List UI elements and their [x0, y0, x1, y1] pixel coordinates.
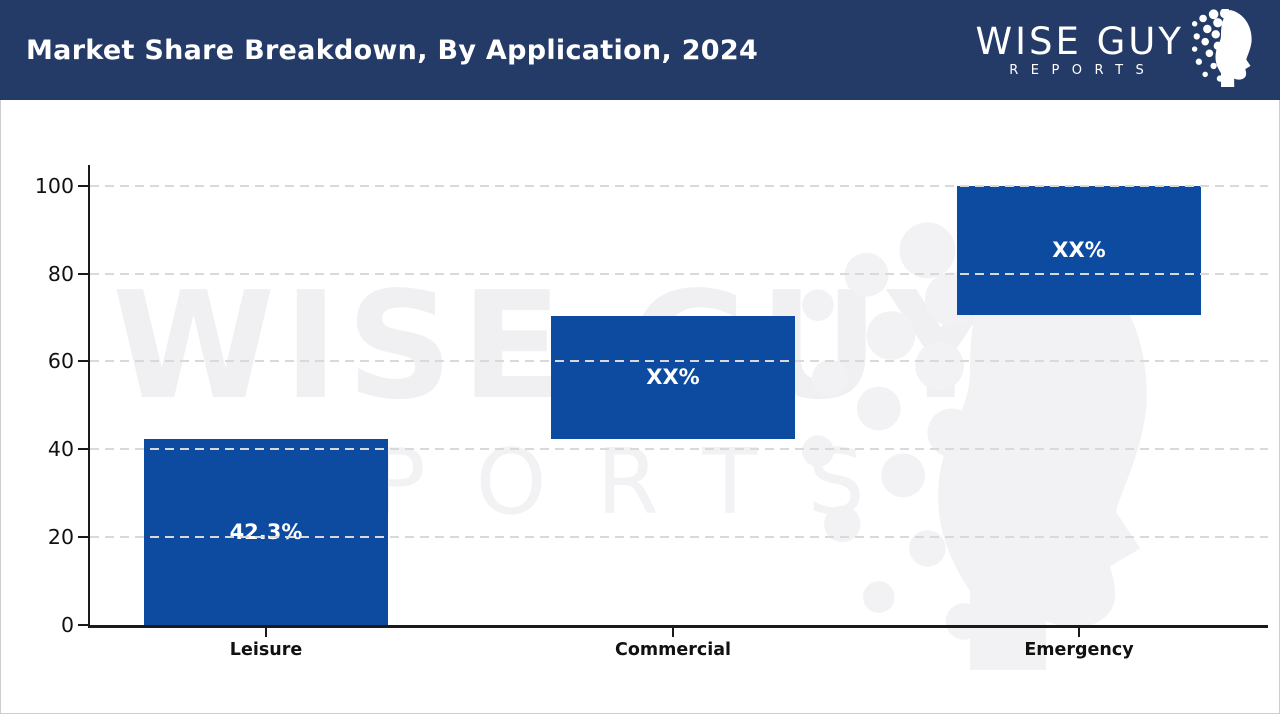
- x-category-label-commercial: Commercial: [614, 640, 731, 660]
- bar-commercial: XX%: [551, 315, 795, 440]
- x-axis-tick: [265, 628, 267, 637]
- y-tick-label: 20: [47, 525, 74, 550]
- page-title: Market Share Breakdown, By Application, …: [26, 34, 759, 66]
- bar-leisure: 42.3%: [144, 439, 388, 625]
- x-axis-tick: [672, 628, 674, 637]
- plot-area: 42.3% XX% XX% 0 20 40 60 80 100 Leisure Commercial…: [35, 165, 1268, 660]
- header-bar: Market Share Breakdown, By Application, …: [0, 0, 1280, 100]
- y-tick-label: 80: [47, 261, 74, 286]
- y-axis-tick: [78, 536, 88, 539]
- bar-value-label: XX%: [646, 365, 700, 390]
- gridline-y100: [90, 184, 1268, 187]
- x-category-label-emergency: Emergency: [1024, 640, 1134, 660]
- brand-logo-text: WISE GUY REPORTS: [976, 23, 1184, 77]
- bar-emergency: XX%: [957, 185, 1201, 315]
- brand-name: WISE GUY: [975, 20, 1184, 63]
- y-axis-tick: [78, 360, 88, 363]
- y-axis-tick: [78, 184, 88, 187]
- gridline-y20: [90, 536, 1268, 539]
- y-axis-tick: [78, 624, 88, 626]
- y-tick-label: 0: [60, 613, 74, 637]
- gridline-y80: [90, 272, 1268, 275]
- bar-value-label: XX%: [1052, 238, 1106, 263]
- brand-subname: REPORTS: [1009, 63, 1157, 78]
- y-tick-label: 40: [47, 437, 74, 462]
- bar-value-label: 42.3%: [229, 520, 303, 545]
- x-axis-tick: [1078, 628, 1080, 637]
- brand-logo: WISE GUY REPORTS: [976, 7, 1254, 91]
- y-tick-label: 60: [47, 349, 74, 374]
- y-axis-tick: [78, 272, 88, 275]
- face-dots-icon: [1188, 7, 1254, 91]
- y-axis-tick: [78, 448, 88, 451]
- gridline-y60: [90, 360, 1268, 363]
- y-tick-label: 100: [34, 173, 74, 198]
- gridline-y40: [90, 448, 1268, 451]
- x-category-label-leisure: Leisure: [229, 640, 303, 660]
